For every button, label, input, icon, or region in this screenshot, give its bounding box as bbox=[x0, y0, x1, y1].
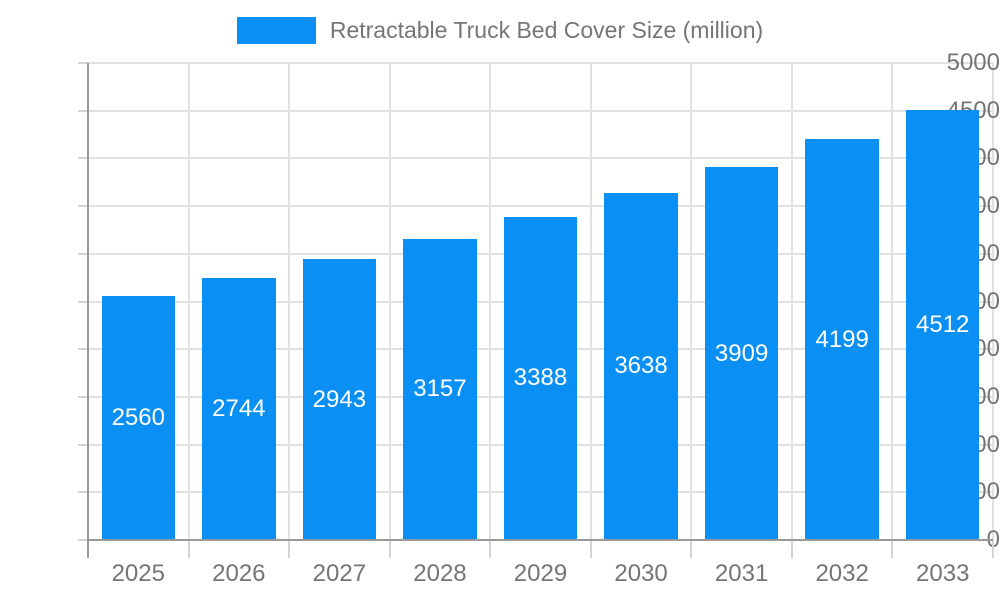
y-tick bbox=[78, 109, 88, 112]
bar-slot: 4512 bbox=[892, 63, 993, 540]
bar: 2560 bbox=[101, 295, 175, 540]
bar-value-label: 2943 bbox=[312, 385, 367, 413]
x-tick bbox=[187, 540, 190, 558]
bar-value-label: 4512 bbox=[916, 310, 970, 338]
gridline-v bbox=[891, 63, 894, 540]
bar: 3388 bbox=[503, 216, 578, 540]
x-axis-label: 2025 bbox=[111, 560, 165, 587]
bar: 3909 bbox=[704, 167, 779, 540]
x-axis-line bbox=[88, 539, 993, 541]
bar: 2943 bbox=[302, 259, 377, 540]
gridline-v bbox=[690, 63, 693, 540]
gridline-v bbox=[589, 63, 592, 540]
bar-slot: 3388 bbox=[490, 63, 591, 540]
plot-area: 2560 2744 2943 3157 3388 3638 3909 4199 4512 bbox=[88, 62, 994, 540]
bar-slot: 2744 bbox=[189, 63, 290, 540]
x-axis-label: 2033 bbox=[916, 560, 970, 587]
x-tick bbox=[690, 540, 693, 558]
bar: 3157 bbox=[403, 238, 477, 540]
legend: Retractable Truck Bed Cover Size (millio… bbox=[0, 17, 1000, 44]
x-axis-label: 2027 bbox=[312, 560, 367, 587]
bar-slot: 2943 bbox=[289, 63, 390, 540]
y-axis-line bbox=[87, 63, 89, 558]
gridline-h bbox=[88, 157, 993, 160]
gridline-v bbox=[388, 63, 391, 540]
bar-value-label: 3909 bbox=[714, 339, 769, 367]
y-tick bbox=[78, 62, 88, 64]
x-axis-label: 2026 bbox=[212, 560, 266, 587]
bar: 3638 bbox=[604, 192, 678, 540]
y-tick bbox=[78, 157, 88, 160]
bar-slot: 3638 bbox=[591, 63, 692, 540]
x-tick bbox=[891, 540, 894, 558]
x-axis-label: 2029 bbox=[513, 560, 568, 587]
x-tick bbox=[790, 540, 793, 558]
y-tick bbox=[78, 443, 88, 446]
bar-value-label: 4199 bbox=[815, 325, 869, 353]
bar-value-label: 2744 bbox=[212, 395, 266, 423]
bar: 4199 bbox=[805, 139, 879, 540]
bar-value-label: 3157 bbox=[413, 375, 467, 403]
x-axis-label: 2031 bbox=[714, 560, 769, 587]
gridline-v bbox=[790, 63, 793, 540]
bar-slot: 4199 bbox=[792, 63, 893, 540]
bar-value-label: 2560 bbox=[111, 403, 165, 431]
x-tick bbox=[288, 540, 291, 558]
bar: 4512 bbox=[906, 109, 980, 540]
x-tick bbox=[992, 540, 994, 558]
legend-swatch[interactable] bbox=[236, 17, 316, 44]
x-axis-label: 2028 bbox=[413, 560, 467, 587]
gridline-h bbox=[88, 109, 993, 112]
bar-value-label: 3388 bbox=[513, 364, 568, 392]
y-axis-label: 5000 bbox=[946, 49, 1000, 76]
gridline-v bbox=[288, 63, 291, 540]
x-tick bbox=[489, 540, 492, 558]
y-tick bbox=[78, 300, 88, 303]
y-tick bbox=[78, 252, 88, 255]
y-axis-label: 0 bbox=[924, 528, 1000, 552]
y-tick bbox=[78, 491, 88, 494]
gridline-v bbox=[489, 63, 492, 540]
x-tick bbox=[589, 540, 592, 558]
bar-value-label: 3638 bbox=[614, 352, 668, 380]
x-axis-label: 2030 bbox=[614, 560, 668, 587]
bar-slot: 3909 bbox=[691, 63, 792, 540]
bar-slot: 3157 bbox=[390, 63, 491, 540]
y-tick bbox=[78, 348, 88, 351]
legend-label[interactable]: Retractable Truck Bed Cover Size (millio… bbox=[329, 17, 764, 43]
y-tick bbox=[78, 395, 88, 398]
gridline-h bbox=[88, 62, 993, 64]
bar: 2744 bbox=[202, 278, 276, 540]
x-axis-label: 2032 bbox=[815, 560, 869, 587]
x-tick bbox=[388, 540, 391, 558]
gridline-v bbox=[992, 63, 994, 540]
gridline-v bbox=[187, 63, 190, 540]
gridline-h bbox=[88, 205, 993, 208]
y-tick bbox=[78, 205, 88, 208]
y-tick bbox=[78, 539, 88, 541]
bar-slot: 2560 bbox=[88, 63, 189, 540]
